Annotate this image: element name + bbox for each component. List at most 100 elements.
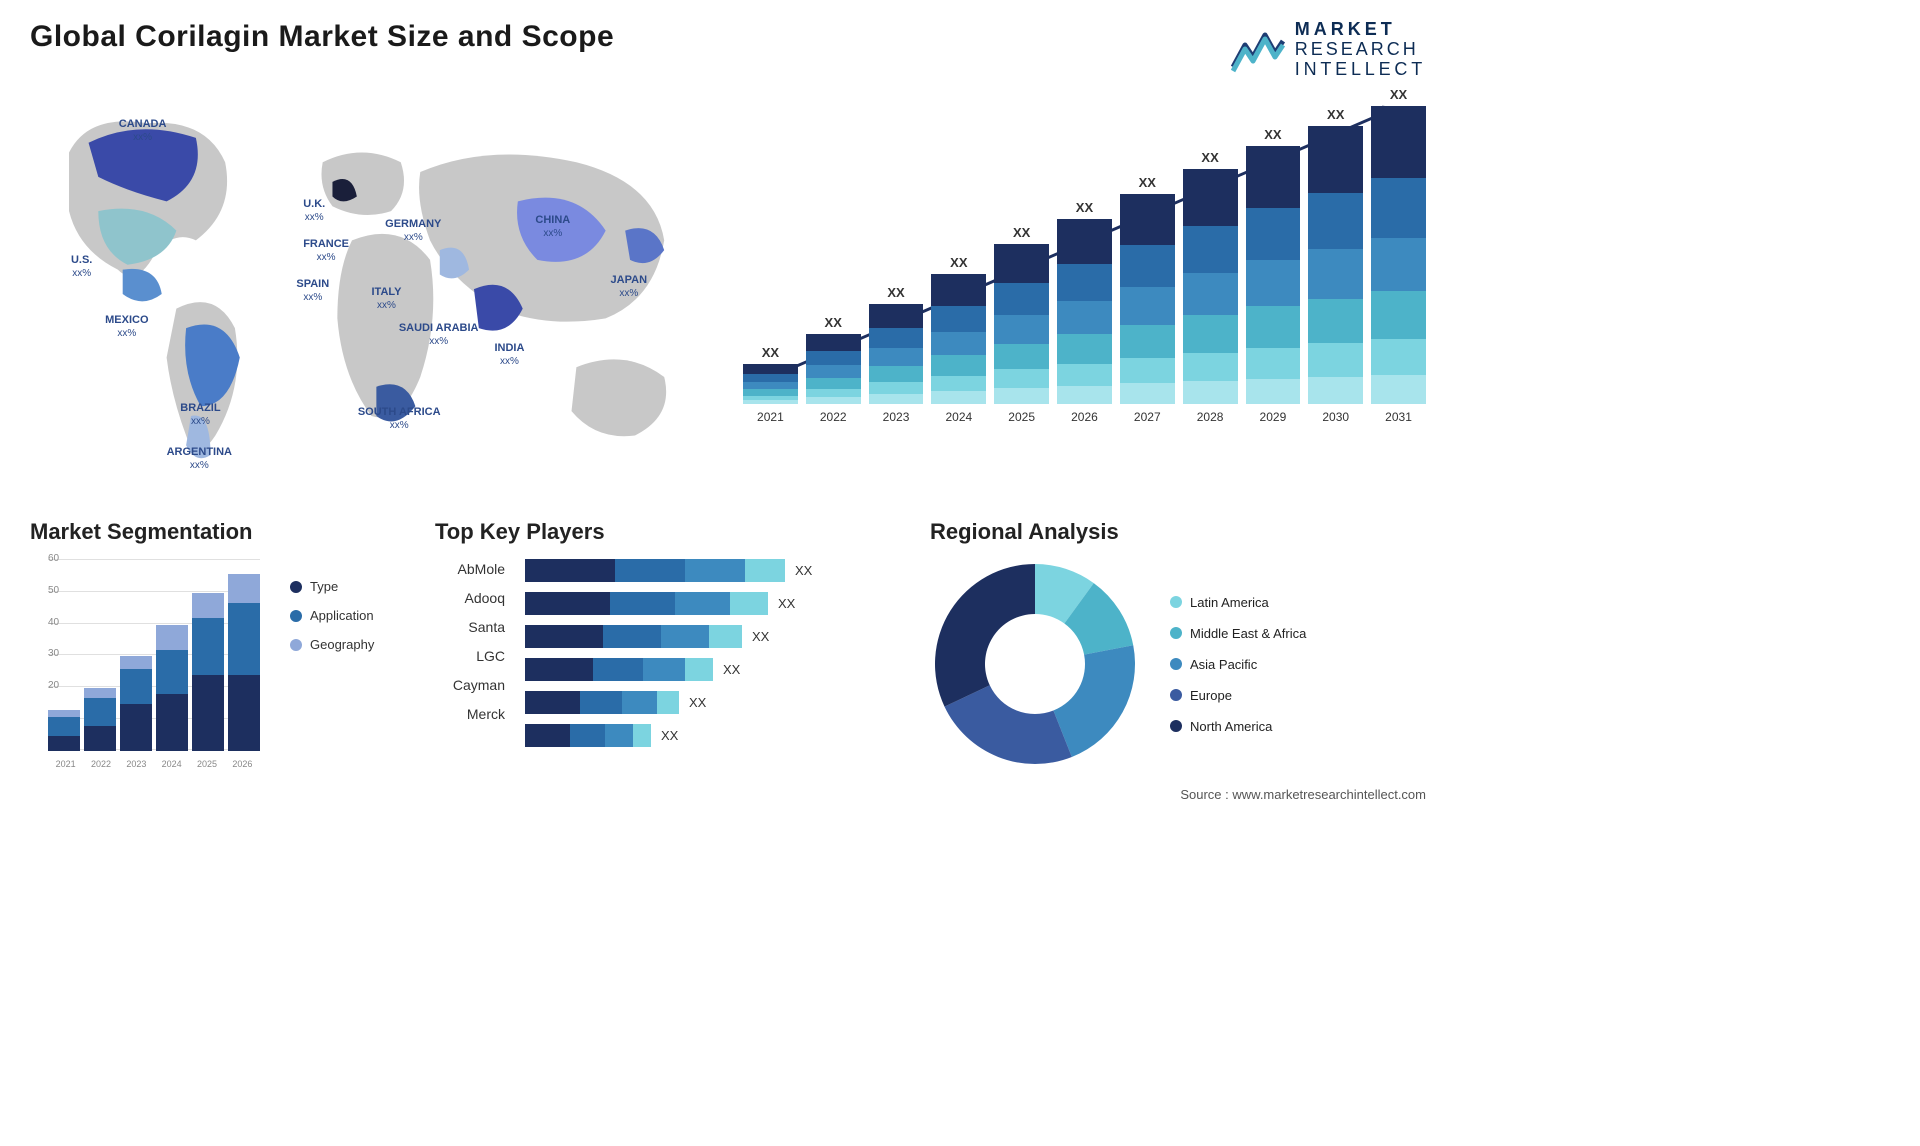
growth-year-label: 2029 — [1260, 410, 1287, 424]
legend-dot-icon — [290, 639, 302, 651]
legend-item: Asia Pacific — [1170, 657, 1306, 672]
segmentation-bar — [228, 574, 260, 751]
source-text: Source : www.marketresearchintellect.com — [30, 787, 1426, 802]
growth-year-label: 2030 — [1322, 410, 1349, 424]
player-bar-row: XX — [525, 559, 905, 582]
growth-chart: XX2021XX2022XX2023XX2024XX2025XX2026XX20… — [743, 94, 1426, 454]
legend-dot-icon — [1170, 596, 1182, 608]
country-label: MEXICOxx% — [105, 314, 148, 339]
player-value: XX — [689, 695, 706, 710]
player-label: Adooq — [435, 590, 505, 606]
donut-slice — [935, 564, 1035, 707]
header: Global Corilagin Market Size and Scope M… — [30, 20, 1426, 79]
legend-dot-icon — [1170, 627, 1182, 639]
segmentation-year: 2026 — [232, 759, 252, 769]
growth-year-label: 2028 — [1197, 410, 1224, 424]
country-label: FRANCExx% — [303, 238, 349, 263]
growth-bar-value: XX — [887, 285, 904, 300]
growth-bar-column: XX 2030 — [1308, 107, 1363, 424]
segmentation-bar — [48, 710, 80, 751]
growth-bar-value: XX — [1201, 150, 1218, 165]
legend-label: Application — [310, 608, 374, 623]
player-bar-row: XX — [525, 592, 905, 615]
player-value: XX — [661, 728, 678, 743]
legend-item: Application — [290, 608, 374, 623]
bottom-row: Market Segmentation 01020304050602021202… — [30, 519, 1426, 769]
legend-dot-icon — [290, 610, 302, 622]
segmentation-year: 2021 — [56, 759, 76, 769]
country-label: SPAINxx% — [296, 278, 329, 303]
growth-bar-value: XX — [1076, 200, 1093, 215]
world-map-section: CANADAxx%U.S.xx%MEXICOxx%BRAZILxx%ARGENT… — [30, 94, 713, 494]
growth-bar-value: XX — [825, 315, 842, 330]
segmentation-chart: 0102030405060202120222023202420252026 — [30, 559, 260, 769]
logo-text-1: MARKET — [1295, 20, 1426, 40]
regional-donut — [930, 559, 1140, 769]
legend-item: Geography — [290, 637, 374, 652]
player-label: Cayman — [435, 677, 505, 693]
player-label: Merck — [435, 706, 505, 722]
country-label: BRAZILxx% — [180, 402, 220, 427]
legend-item: Middle East & Africa — [1170, 626, 1306, 641]
growth-bar-value: XX — [950, 255, 967, 270]
segmentation-section: Market Segmentation 01020304050602021202… — [30, 519, 410, 769]
country-label: SAUDI ARABIAxx% — [399, 322, 479, 347]
growth-bar-value: XX — [762, 345, 779, 360]
growth-year-label: 2027 — [1134, 410, 1161, 424]
growth-bar-column: XX 2031 — [1371, 87, 1426, 424]
logo-text-2: RESEARCH — [1295, 40, 1426, 60]
legend-dot-icon — [1170, 689, 1182, 701]
brand-logo: MARKET RESEARCH INTELLECT — [1231, 20, 1426, 79]
regional-title: Regional Analysis — [930, 519, 1426, 545]
growth-bar-value: XX — [1390, 87, 1407, 102]
players-labels: AbMoleAdooqSantaLGCCaymanMerck — [435, 559, 505, 747]
players-bars: XXXXXXXXXXXX — [525, 559, 905, 747]
country-label: CANADAxx% — [119, 118, 167, 143]
player-value: XX — [778, 596, 795, 611]
segmentation-legend: Type Application Geography — [290, 559, 374, 652]
growth-year-label: 2025 — [1008, 410, 1035, 424]
legend-label: Europe — [1190, 688, 1232, 703]
segmentation-year: 2023 — [126, 759, 146, 769]
growth-bar-column: XX 2028 — [1183, 150, 1238, 424]
growth-year-label: 2022 — [820, 410, 847, 424]
growth-bar-column: XX2029 — [1246, 127, 1301, 424]
country-label: GERMANYxx% — [385, 218, 441, 243]
player-bar-row: XX — [525, 625, 905, 648]
country-label: U.S.xx% — [71, 254, 92, 279]
player-value: XX — [752, 629, 769, 644]
growth-bar-value: XX — [1327, 107, 1344, 122]
growth-bar-column: XX2021 — [743, 345, 798, 424]
country-label: SOUTH AFRICAxx% — [358, 406, 441, 431]
segmentation-bar — [120, 656, 152, 751]
legend-label: Asia Pacific — [1190, 657, 1257, 672]
legend-dot-icon — [1170, 658, 1182, 670]
player-bar-row: XX — [525, 724, 905, 747]
legend-label: Latin America — [1190, 595, 1269, 610]
segmentation-year: 2025 — [197, 759, 217, 769]
growth-year-label: 2023 — [883, 410, 910, 424]
page-title: Global Corilagin Market Size and Scope — [30, 20, 614, 54]
top-row: CANADAxx%U.S.xx%MEXICOxx%BRAZILxx%ARGENT… — [30, 94, 1426, 494]
segmentation-year: 2024 — [162, 759, 182, 769]
legend-item: Type — [290, 579, 374, 594]
country-label: CHINAxx% — [535, 214, 570, 239]
player-label: AbMole — [435, 561, 505, 577]
legend-label: Type — [310, 579, 338, 594]
segmentation-year: 2022 — [91, 759, 111, 769]
growth-bar-column: XX 2026 — [1057, 200, 1112, 424]
growth-bar-column: XX 2022 — [806, 315, 861, 424]
growth-bar-column: XX 2023 — [869, 285, 924, 424]
growth-year-label: 2024 — [945, 410, 972, 424]
legend-dot-icon — [1170, 720, 1182, 732]
legend-item: North America — [1170, 719, 1306, 734]
legend-label: North America — [1190, 719, 1272, 734]
legend-label: Middle East & Africa — [1190, 626, 1306, 641]
legend-item: Latin America — [1170, 595, 1306, 610]
growth-year-label: 2031 — [1385, 410, 1412, 424]
legend-label: Geography — [310, 637, 374, 652]
growth-year-label: 2026 — [1071, 410, 1098, 424]
players-title: Top Key Players — [435, 519, 905, 545]
segmentation-bar — [84, 688, 116, 751]
logo-icon — [1231, 27, 1285, 73]
